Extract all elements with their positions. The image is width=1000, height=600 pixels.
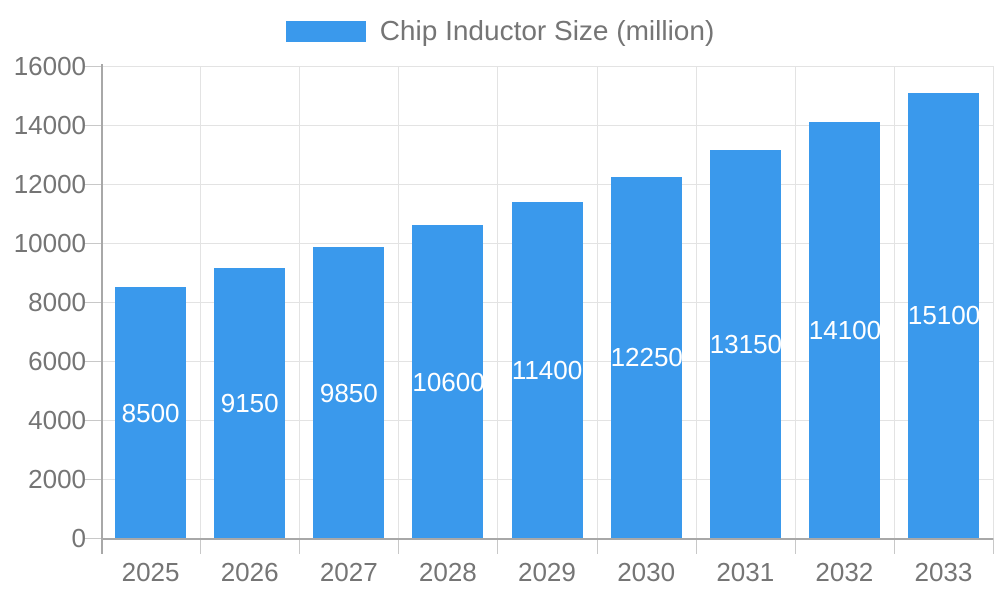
y-axis-tick-label: 8000: [28, 287, 86, 317]
bar-2029[interactable]: [511, 201, 583, 538]
x-gridline: [696, 66, 697, 538]
x-gridline: [497, 66, 498, 538]
x-axis-tick: [696, 538, 697, 554]
x-gridline: [894, 66, 895, 538]
y-axis-tick-label: 6000: [28, 346, 86, 376]
bar-2032[interactable]: [808, 122, 880, 538]
y-axis-tick-label: 4000: [28, 405, 86, 435]
y-axis-line: [101, 64, 103, 554]
y-axis-tick-label: 16000: [13, 51, 86, 81]
y-gridline: [101, 66, 993, 67]
bar-2031[interactable]: [709, 150, 781, 538]
bar-2027[interactable]: [313, 247, 385, 538]
x-axis-tick-label: 2027: [319, 557, 378, 587]
bar-2033[interactable]: [907, 92, 979, 538]
y-axis-tick: [84, 125, 101, 126]
y-axis-tick-label: 12000: [13, 169, 86, 199]
bar-2028[interactable]: [412, 225, 484, 538]
y-axis-tick: [84, 66, 101, 67]
y-axis-tick: [84, 184, 101, 185]
bar-2025[interactable]: [115, 287, 187, 539]
x-axis-tick: [993, 538, 994, 554]
x-gridline: [398, 66, 399, 538]
y-gridline: [101, 125, 993, 126]
y-axis-tick: [84, 420, 101, 421]
y-axis-tick-label: 2000: [28, 464, 86, 494]
y-axis-tick: [84, 243, 101, 244]
x-axis-tick: [894, 538, 895, 554]
x-axis-line: [101, 538, 993, 540]
x-axis-tick: [299, 538, 300, 554]
x-axis-tick-label: 2033: [914, 557, 973, 587]
x-axis-tick: [398, 538, 399, 554]
bar-2030[interactable]: [610, 176, 682, 538]
x-axis-tick-label: 2029: [518, 557, 576, 587]
x-axis-tick: [597, 538, 598, 554]
bar-2026[interactable]: [214, 268, 286, 538]
y-axis-tick-label: 0: [71, 523, 86, 553]
y-axis-tick-label: 10000: [13, 228, 86, 258]
legend-swatch: [285, 20, 366, 42]
y-gridline: [101, 184, 993, 185]
y-axis-tick: [84, 361, 101, 362]
x-axis-tick: [200, 538, 201, 554]
x-axis-tick: [795, 538, 796, 554]
y-axis-tick: [84, 538, 101, 539]
y-axis-tick-label: 14000: [13, 110, 86, 140]
x-axis-tick-label: 2028: [418, 557, 477, 587]
x-axis-tick-label: 2031: [716, 557, 775, 587]
x-gridline: [299, 66, 300, 538]
legend-label: Chip Inductor Size (million): [379, 15, 715, 46]
x-gridline: [993, 66, 994, 538]
x-axis-tick-label: 2025: [121, 557, 180, 587]
x-axis-tick-label: 2030: [617, 557, 676, 587]
x-gridline: [795, 66, 796, 538]
x-axis-tick-label: 2032: [815, 557, 874, 587]
x-gridline: [200, 66, 201, 538]
x-axis-tick-label: 2026: [220, 557, 279, 587]
x-gridline: [597, 66, 598, 538]
chart-legend-item[interactable]: Chip Inductor Size (million): [0, 10, 1000, 52]
x-axis-tick: [497, 538, 498, 554]
y-axis-tick: [84, 302, 101, 303]
y-axis-tick: [84, 479, 101, 480]
